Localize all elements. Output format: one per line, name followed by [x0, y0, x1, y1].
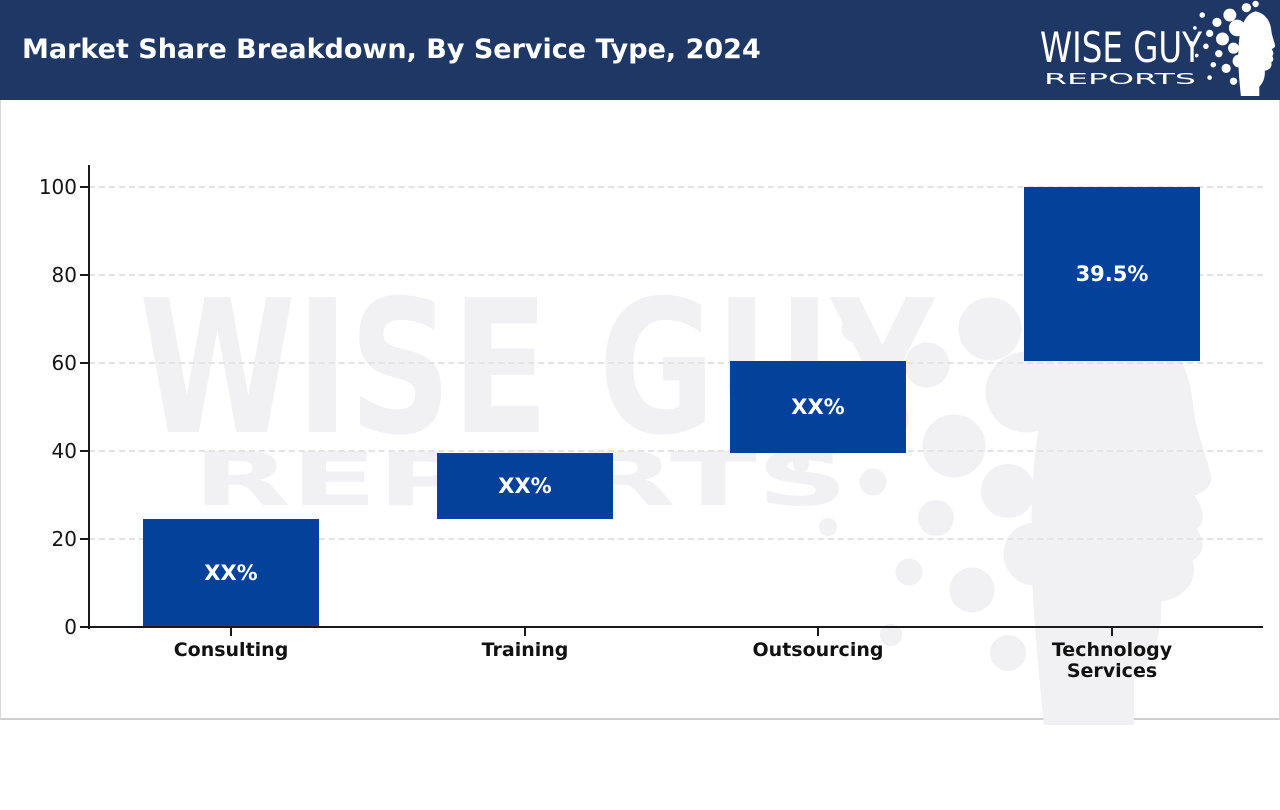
- bar-label-consulting: XX%: [204, 561, 258, 586]
- header-bar: Market Share Breakdown, By Service Type,…: [0, 0, 1280, 100]
- x-tick-label-training: Training: [481, 639, 569, 661]
- y-tick-label-40: 40: [51, 439, 77, 463]
- plot-area: XX% XX% XX% 39.5% 0 20 40 60 80 100 Consulting Trai…: [1, 100, 1280, 720]
- gridline-40: [89, 450, 1263, 452]
- y-tick-mark-100: [80, 186, 88, 188]
- y-tick-label-80: 80: [51, 263, 77, 287]
- y-tick-label-60: 60: [51, 351, 77, 375]
- y-tick-mark-0: [80, 626, 88, 628]
- logo-face-icon: [1189, 0, 1276, 96]
- x-tick-mark-2: [524, 628, 526, 636]
- gridline-80: [89, 274, 1263, 276]
- gridline-60: [89, 362, 1263, 364]
- chart-title: Market Share Breakdown, By Service Type,…: [22, 34, 761, 65]
- x-axis-line: [88, 626, 1263, 628]
- bar-outsourcing: XX%: [730, 360, 906, 454]
- x-tick-mark-1: [230, 628, 232, 636]
- bar-technology-services: 39.5%: [1024, 187, 1200, 361]
- bar-training: XX%: [437, 453, 613, 520]
- gridline-100: [89, 186, 1263, 188]
- chart-panel: WISE GUY REPORTS XX%XX%XX%39.5%020406080…: [0, 100, 1280, 725]
- logo-subtext: REPORTS: [1044, 70, 1196, 88]
- y-tick-mark-20: [80, 538, 88, 540]
- x-tick-mark-4: [1111, 628, 1113, 636]
- bar-label-technology-services: 39.5%: [1075, 261, 1149, 286]
- gridline-20: [89, 538, 1263, 540]
- y-tick-label-100: 100: [38, 175, 77, 199]
- logo-wordmark: WISE GUY: [1040, 23, 1202, 72]
- x-tick-label-consulting: Consulting: [173, 639, 289, 661]
- x-tick-label-outsourcing: Outsourcing: [752, 639, 884, 661]
- bar-consulting: XX%: [143, 519, 319, 627]
- x-tick-mark-3: [817, 628, 819, 636]
- wise-guy-reports-logo: WISE GUY REPORTS: [1040, 0, 1276, 96]
- y-tick-mark-80: [80, 274, 88, 276]
- x-tick-label-technology-services: Technology Services: [1051, 639, 1173, 682]
- bar-label-outsourcing: XX%: [791, 394, 845, 419]
- bar-label-training: XX%: [498, 474, 552, 499]
- y-tick-label-0: 0: [64, 615, 77, 639]
- y-tick-label-20: 20: [51, 527, 77, 551]
- y-tick-mark-40: [80, 450, 88, 452]
- y-axis-line: [88, 165, 90, 629]
- y-tick-mark-60: [80, 362, 88, 364]
